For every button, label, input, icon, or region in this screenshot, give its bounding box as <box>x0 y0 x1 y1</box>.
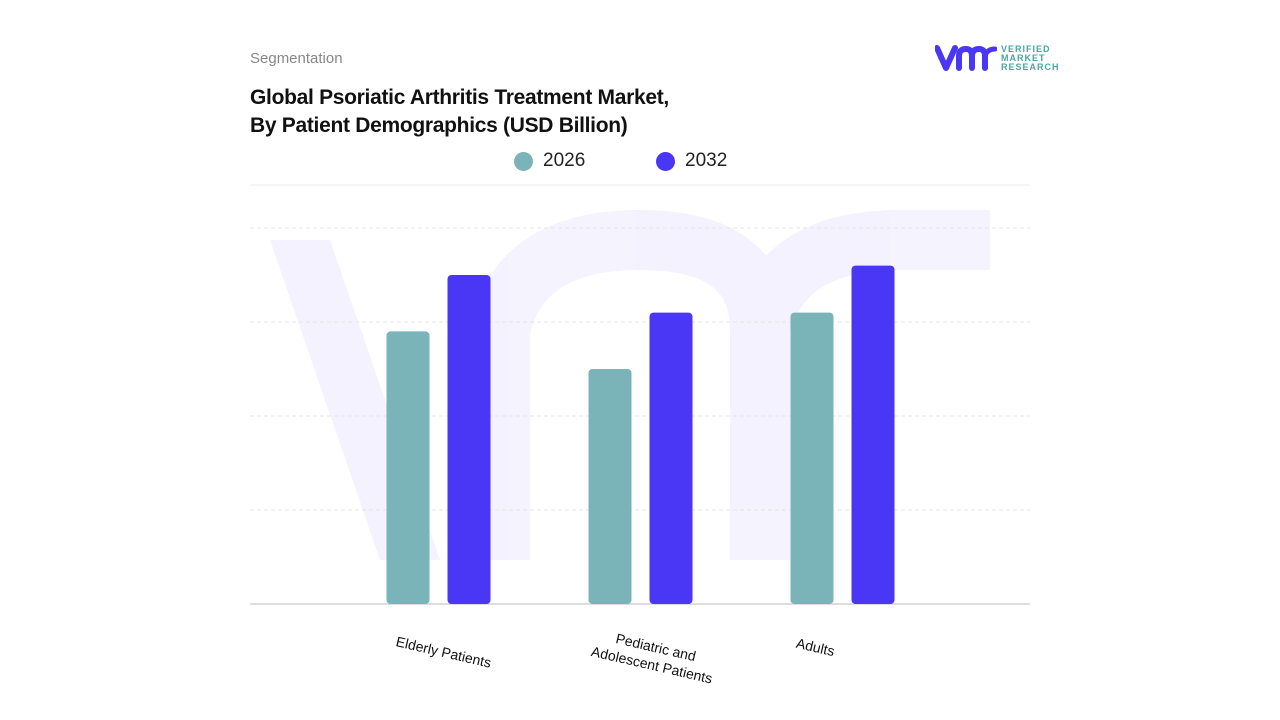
legend-label-2026: 2026 <box>543 150 586 171</box>
legend-item-2032: 2032 <box>656 150 727 172</box>
vmr-logo: VERIFIED MARKET RESEARCH <box>935 44 1060 72</box>
section-label: Segmentation <box>250 50 343 67</box>
legend-label-2032: 2032 <box>685 150 728 171</box>
logo-line2: MARKET <box>1001 52 1046 63</box>
legend-swatch-2026 <box>514 151 533 171</box>
bar-2026-2 <box>790 312 834 604</box>
chart-title-line2: By Patient Demographics (USD Billion) <box>250 114 628 137</box>
bar-2026-1 <box>588 369 632 604</box>
legend-swatch-2032 <box>656 151 675 171</box>
legend-item-2026: 2026 <box>514 150 585 172</box>
vmr-logo-text: VERIFIED MARKET RESEARCH <box>1001 43 1060 72</box>
vmr-logo-mark <box>935 45 997 71</box>
bar-2032-0 <box>447 275 491 604</box>
chart-title: Global Psoriatic Arthritis Treatment Mar… <box>250 84 669 140</box>
bar-2032-1 <box>649 312 693 604</box>
bar-2032-2 <box>851 265 895 604</box>
logo-line1: VERIFIED <box>1001 43 1051 54</box>
logo-line3: RESEARCH <box>1001 61 1060 72</box>
chart-title-line1: Global Psoriatic Arthritis Treatment Mar… <box>250 86 669 109</box>
bar-2026-0 <box>386 331 430 604</box>
